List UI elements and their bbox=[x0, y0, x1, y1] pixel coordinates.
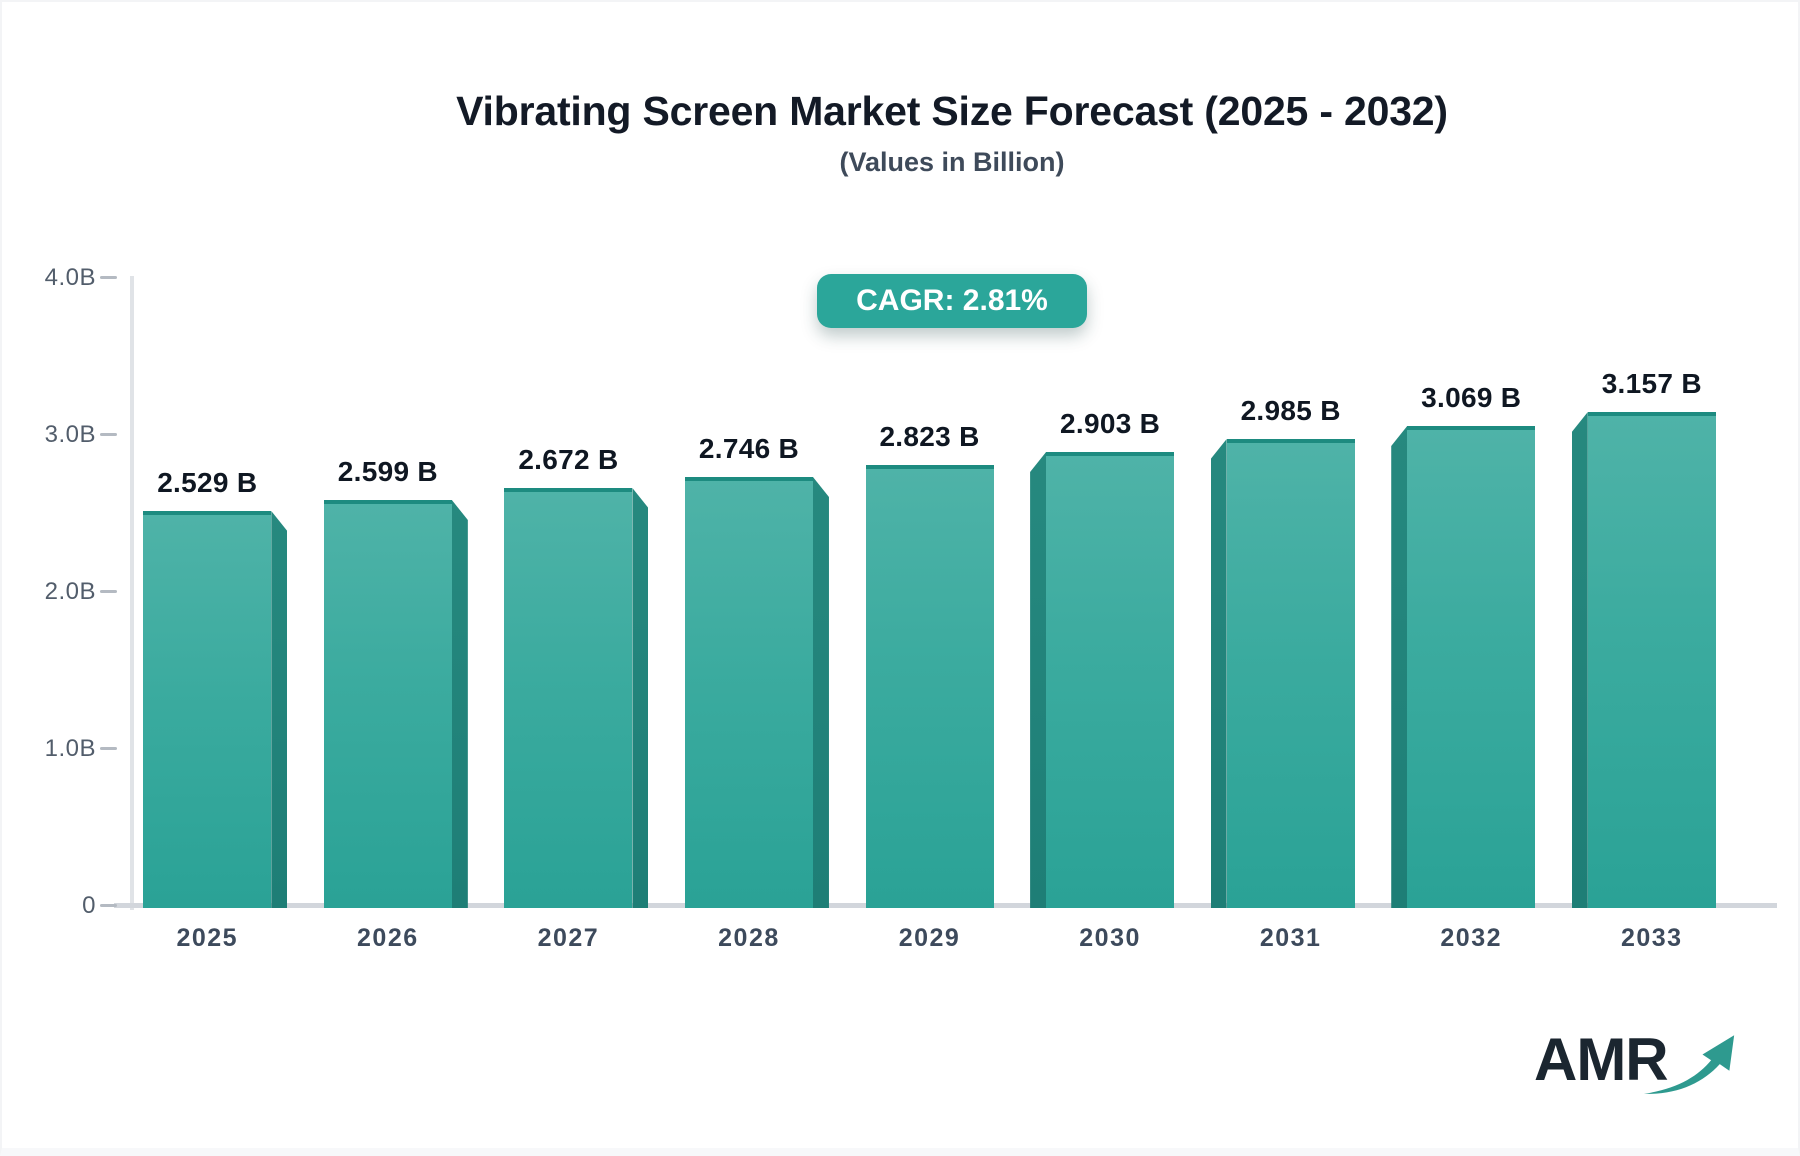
bar: 2.599 B bbox=[323, 456, 468, 908]
x-axis-year-label: 2028 bbox=[718, 924, 780, 952]
y-axis-tick-mark bbox=[100, 590, 117, 593]
bar-side-face bbox=[451, 500, 468, 908]
y-axis-tick-label: 3.0B bbox=[44, 421, 96, 448]
bar-slot: 2.599 B bbox=[298, 278, 479, 908]
bar-top-edge bbox=[143, 511, 272, 515]
bar: 3.157 B bbox=[1571, 368, 1716, 908]
bar-face bbox=[1046, 452, 1175, 908]
y-axis-tick-label: 1.0B bbox=[44, 735, 96, 762]
x-axis-year-label: 2026 bbox=[357, 924, 419, 952]
x-axis-year-label: 2025 bbox=[176, 924, 239, 952]
bar: 3.069 B bbox=[1391, 382, 1536, 908]
bar-side-face bbox=[1571, 412, 1588, 908]
bar-slot: 2.823 B bbox=[839, 278, 1020, 908]
growth-arrow-icon bbox=[1643, 1035, 1734, 1094]
bar-face bbox=[1226, 439, 1355, 908]
bar-top-edge bbox=[1587, 412, 1716, 416]
plot-area: 2.529 B 2.599 B 2.672 B 2.746 B 2.823 B 2.903… bbox=[117, 278, 1743, 908]
bar-side-face bbox=[812, 477, 829, 908]
bar: 2.823 B bbox=[865, 421, 994, 908]
bar-side-face bbox=[1030, 452, 1047, 908]
bar-value-label: 3.069 B bbox=[1421, 382, 1522, 413]
y-axis-tick-mark bbox=[100, 747, 117, 750]
y-axis-tick-mark bbox=[100, 276, 117, 279]
x-axis-year-label: 2030 bbox=[1079, 924, 1141, 952]
bar-slot: 3.069 B bbox=[1381, 278, 1562, 908]
bar-top-edge bbox=[865, 465, 994, 469]
bar-slot: 2.529 B bbox=[117, 278, 298, 908]
bar-side-face bbox=[271, 511, 288, 908]
bar-top-edge bbox=[323, 500, 452, 504]
x-axis-year-label: 2031 bbox=[1259, 924, 1322, 952]
y-axis-tick-label: 0 bbox=[82, 892, 96, 919]
bar: 2.746 B bbox=[684, 433, 829, 908]
bar-slot: 2.746 B bbox=[659, 278, 840, 908]
y-axis-tick-label: 4.0B bbox=[44, 264, 96, 291]
bar-side-face bbox=[632, 488, 649, 908]
bar-value-label: 2.823 B bbox=[879, 421, 980, 452]
chart-header: Vibrating Screen Market Size Forecast (2… bbox=[102, 88, 1798, 328]
bar-face bbox=[323, 500, 452, 908]
bar-top-edge bbox=[1046, 452, 1175, 456]
amr-logo: AMR bbox=[1534, 1030, 1738, 1100]
bar-top-edge bbox=[1407, 426, 1536, 430]
bar-value-label: 2.985 B bbox=[1240, 395, 1341, 426]
bar-slot: 3.157 B bbox=[1562, 278, 1743, 908]
bar-top-edge bbox=[504, 488, 633, 492]
bar-value-label: 2.599 B bbox=[337, 456, 438, 487]
cagr-badge: CAGR: 2.81% bbox=[817, 274, 1087, 328]
bar: 2.985 B bbox=[1210, 395, 1355, 908]
bar-value-label: 3.157 B bbox=[1601, 368, 1702, 399]
bar-value-label: 2.746 B bbox=[698, 433, 800, 464]
x-axis-year-label: 2027 bbox=[537, 924, 600, 952]
x-axis-year-label: 2032 bbox=[1440, 924, 1503, 952]
y-axis-tick-mark bbox=[100, 433, 117, 436]
amr-logo-text: AMR bbox=[1534, 1026, 1669, 1093]
bar-value-label: 2.529 B bbox=[157, 467, 258, 498]
x-axis-labels: 2025 2026 2027 2028 2029 2030 2031 2032 2033 bbox=[117, 924, 1742, 953]
bar-face bbox=[1407, 426, 1536, 908]
bar-value-label: 2.903 B bbox=[1060, 408, 1161, 439]
y-axis-tick-mark bbox=[100, 904, 117, 907]
bar-face bbox=[684, 477, 813, 908]
bar-top-edge bbox=[1226, 439, 1355, 443]
y-axis-tick-label: 2.0B bbox=[44, 578, 96, 605]
bar: 2.672 B bbox=[504, 444, 649, 908]
bar-face bbox=[1587, 412, 1716, 908]
bar: 2.903 B bbox=[1030, 408, 1175, 908]
bar-face bbox=[504, 488, 633, 908]
x-axis-year-label: 2033 bbox=[1620, 924, 1683, 952]
page-title: Vibrating Screen Market Size Forecast (2… bbox=[456, 88, 1448, 134]
bar-side-face bbox=[1210, 439, 1227, 908]
bar: 2.529 B bbox=[143, 467, 288, 908]
y-axis-line bbox=[130, 276, 134, 910]
bar-slot: 2.672 B bbox=[478, 278, 659, 908]
bar-face bbox=[143, 511, 272, 908]
bar-slot: 2.985 B bbox=[1200, 278, 1381, 908]
chart-subtitle: (Values in Billion) bbox=[839, 147, 1065, 177]
bar-slot: 2.903 B bbox=[1020, 278, 1201, 908]
bar-side-face bbox=[1391, 426, 1408, 908]
bar-value-label: 2.672 B bbox=[518, 444, 619, 475]
bar-top-edge bbox=[684, 477, 813, 481]
x-axis-year-label: 2029 bbox=[898, 924, 961, 952]
bar-face bbox=[865, 465, 994, 908]
